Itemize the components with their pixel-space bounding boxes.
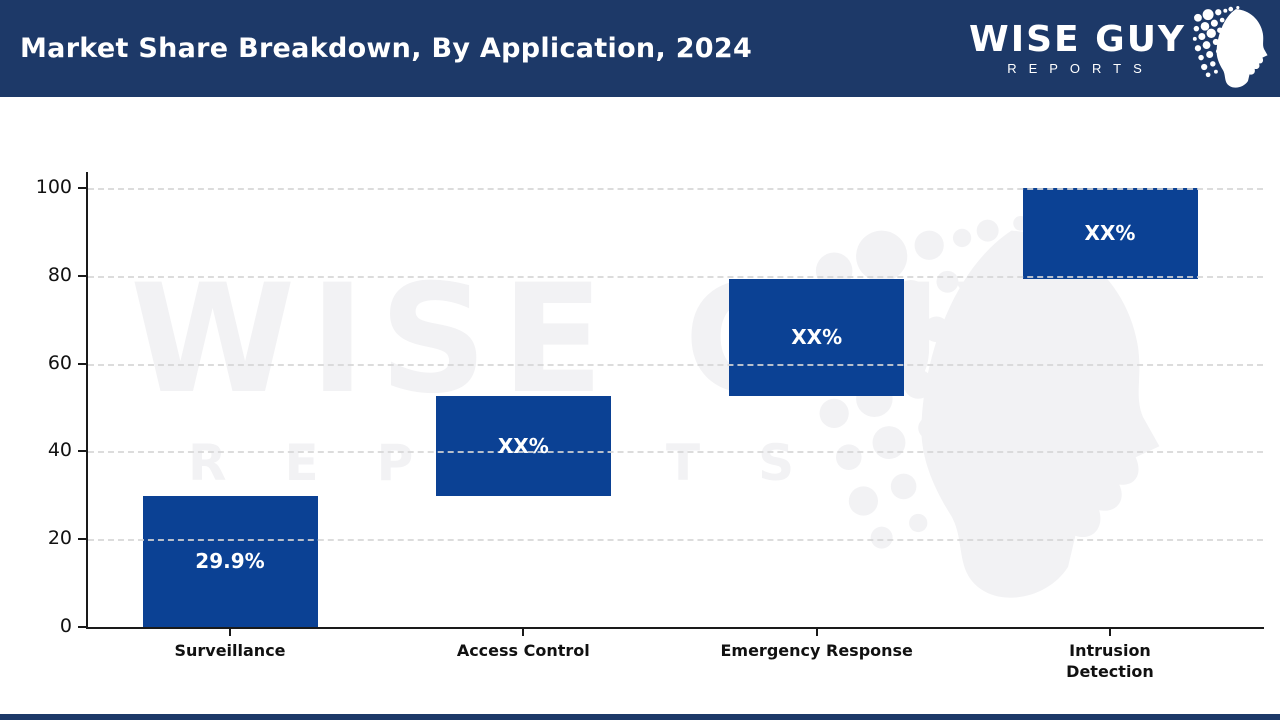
y-tick-label: 60 [47,351,72,374]
bar-access-control [435,395,611,496]
y-tick-mark [78,362,86,365]
y-tick-mark [78,626,86,628]
brand-logo: WISE GUY REPORTS [968,5,1270,92]
y-tick-label: 20 [47,527,72,550]
y-axis-line [86,172,88,629]
brand-logo-text: WISE GUY REPORTS [968,18,1186,76]
x-category-label: Emergency Response [707,640,927,661]
y-tick-label: 100 [35,176,72,198]
y-tick-label: 0 [59,615,72,637]
bar-intrusion-detection [1022,188,1198,279]
x-axis-line [86,627,1264,629]
x-category-label: Intrusion Detection [1000,640,1220,682]
x-category-label-line: Access Control [456,641,590,660]
page-title: Market Share Breakdown, By Application, … [20,33,753,64]
y-tick-label: 80 [47,263,72,286]
brand-name: WISE GUY [968,18,1186,60]
bar-emergency-response [729,278,905,396]
bar-value-label: 29.9% [195,549,265,574]
y-tick-mark [78,187,86,189]
bar-value-label: XX% [497,433,549,458]
bar-surveillance [142,495,318,627]
x-category-label: Surveillance [120,640,340,661]
x-category-label-line: Detection [1066,662,1154,681]
brand-tagline: REPORTS [1007,60,1154,76]
x-category-label: Access Control [413,640,633,661]
y-tick-mark [78,274,86,277]
gridline [88,188,1263,190]
y-tick-label: 40 [47,439,72,462]
x-tick-mark [815,629,818,636]
x-category-label-line: Intrusion [1069,641,1151,660]
gridline [88,539,1263,542]
x-category-label-line: Surveillance [174,641,286,660]
x-tick-mark [229,629,231,636]
brand-face-icon [1192,5,1268,88]
gridline [88,363,1263,366]
x-tick-mark [1109,629,1111,636]
gridline [88,451,1263,454]
gridline [88,275,1263,278]
header-bar: Market Share Breakdown, By Application, … [0,0,1280,97]
bar-value-label: XX% [1084,221,1136,246]
x-category-label-line: Emergency Response [720,641,913,660]
y-tick-mark [78,538,86,541]
footer-bar [0,714,1280,720]
x-tick-mark [522,629,525,636]
y-tick-mark [78,450,86,453]
bar-value-label: XX% [791,325,843,350]
